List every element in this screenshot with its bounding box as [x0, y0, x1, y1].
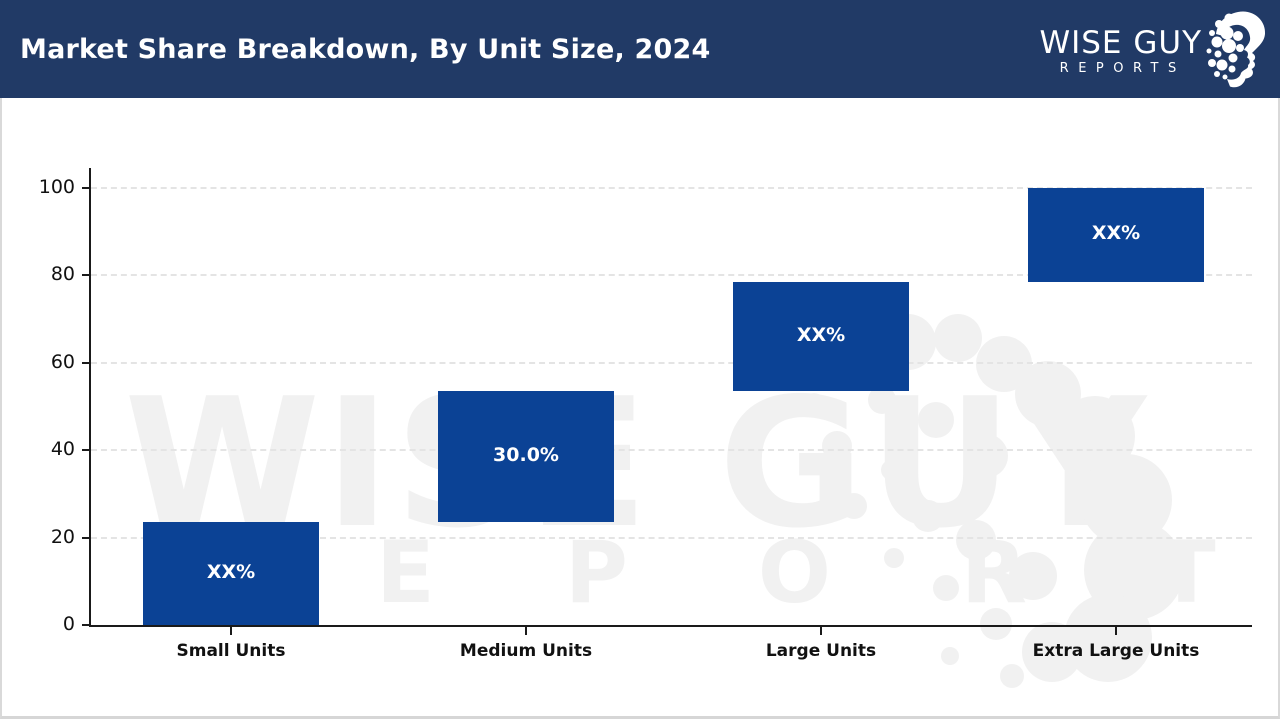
x-axis-tick — [525, 627, 527, 635]
y-axis-tick-label: 40 — [50, 438, 75, 461]
x-axis-tick — [820, 627, 822, 635]
chart-body: WISE GUY R E P O R T S — [0, 98, 1280, 719]
watermark-dots-icon — [790, 308, 1200, 702]
x-axis-tick — [230, 627, 232, 635]
y-gridline — [91, 274, 1252, 277]
y-axis-tick-label: 100 — [38, 176, 75, 198]
y-gridline — [91, 536, 1252, 539]
y-axis-tick — [82, 624, 91, 626]
brand-wordmark-line2: REPORTS — [1059, 61, 1186, 76]
y-gridline — [91, 361, 1252, 364]
bar-value-label: XX% — [206, 560, 256, 583]
y-axis-tick — [82, 187, 91, 189]
y-axis-tick-label: 60 — [50, 350, 75, 373]
y-axis-tick — [82, 361, 91, 364]
y-gridline — [91, 187, 1252, 189]
brand-wordmark-line1: WISE GUY — [1039, 25, 1202, 61]
brand-wordmark: WISE GUY REPORTS — [1039, 26, 1202, 76]
y-axis-spine — [89, 168, 91, 627]
x-axis-tick-label: Large Units — [765, 641, 877, 661]
header-band: Market Share Breakdown, By Unit Size, 20… — [0, 0, 1280, 98]
bar-value-label: 30.0% — [493, 443, 559, 466]
x-axis-tick-label: Medium Units — [459, 641, 593, 661]
x-axis-tick-label: Extra Large Units — [1032, 641, 1200, 661]
y-axis-tick — [82, 449, 91, 452]
bar-value-label: XX% — [1091, 221, 1141, 244]
page-title: Market Share Breakdown, By Unit Size, 20… — [20, 33, 711, 65]
bar-value-label: XX% — [796, 323, 846, 346]
bar — [733, 281, 909, 392]
brand-logo: WISE GUY REPORTS — [1039, 9, 1268, 93]
y-axis-tick — [82, 274, 91, 277]
bar — [438, 391, 614, 523]
y-axis-tick-label: 0 — [62, 613, 75, 635]
dotted-head-icon — [1204, 9, 1268, 93]
y-axis-tick-label: 20 — [50, 525, 75, 548]
x-axis-tick-label: Small Units — [176, 641, 286, 661]
bar — [1028, 188, 1204, 282]
y-gridline — [91, 449, 1252, 452]
x-axis-tick — [1115, 627, 1117, 635]
y-axis-tick-label: 80 — [50, 263, 75, 286]
y-axis-tick — [82, 536, 91, 539]
bar — [143, 522, 319, 625]
x-axis-spine — [89, 625, 1252, 627]
